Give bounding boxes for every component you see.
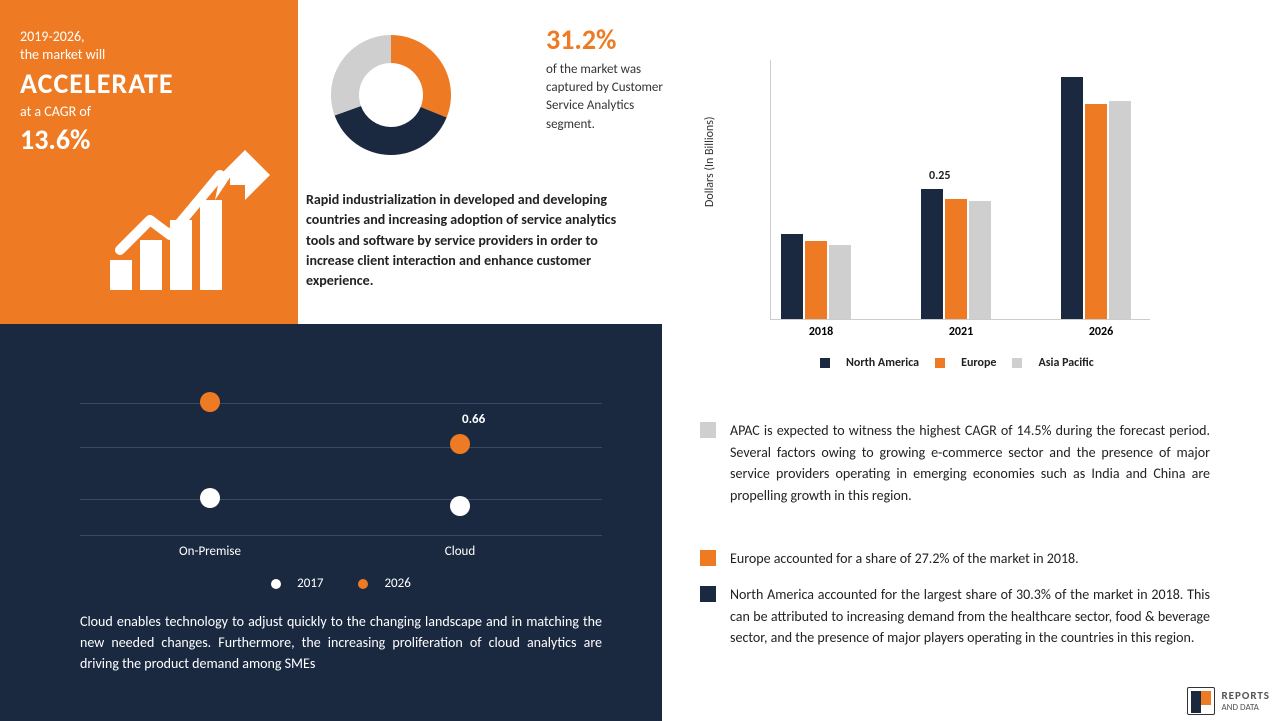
legend-2026: 2026 [384, 576, 410, 591]
apac-text: APAC is expected to witness the highest … [730, 422, 1210, 504]
donut-section: 31.2% of the market was captured by Cust… [298, 0, 662, 324]
na-marker [700, 586, 716, 602]
europe-text: Europe accounted for a share of 27.2% of… [730, 550, 1079, 567]
na-text: North America accounted for the largest … [730, 586, 1210, 646]
region-europe: Europe accounted for a share of 27.2% of… [730, 548, 1210, 570]
accelerate-heading: ACCELERATE [20, 66, 278, 101]
legend-2017: 2017 [297, 576, 323, 591]
reports-and-data-logo: REPORTS AND DATA [1187, 687, 1270, 715]
logo-icon [1187, 687, 1215, 715]
logo-text-1: REPORTS [1221, 689, 1270, 702]
region-apac: APAC is expected to witness the highest … [730, 420, 1210, 507]
lollipop-legend: 2017 2026 [80, 576, 602, 591]
europe-marker [700, 550, 716, 566]
region-na: North America accounted for the largest … [730, 584, 1210, 649]
market-will-text: the market will [20, 46, 278, 64]
cagr-highlight-box: 2019-2026, the market will ACCELERATE at… [0, 0, 298, 324]
regional-bar-chart: Dollars (In Billions) 2018202120260.25 N… [730, 40, 1170, 370]
bar-plot-area: 2018202120260.25 [770, 60, 1150, 320]
growth-arrow-icon [100, 150, 280, 300]
period-text: 2019-2026, [20, 28, 278, 46]
donut-chart [326, 30, 456, 160]
bar-legend: North AmericaEuropeAsia Pacific [820, 356, 1110, 370]
donut-stat: 31.2% of the market was captured by Cust… [546, 22, 666, 134]
legend-dot-2026 [358, 579, 368, 589]
legend-dot-2017 [271, 579, 281, 589]
donut-description: of the market was captured by Customer S… [546, 61, 666, 134]
logo-text-2: AND DATA [1221, 702, 1270, 713]
cloud-paragraph: Cloud enables technology to adjust quick… [80, 611, 602, 674]
apac-marker [700, 422, 716, 438]
cagr-label: at a CAGR of [20, 103, 278, 120]
lollipop-chart: 0.66On-PremiseCloud [80, 364, 602, 534]
right-panel: Dollars (In Billions) 2018202120260.25 N… [680, 0, 1260, 721]
deployment-panel: 0.66On-PremiseCloud 2017 2026 Cloud enab… [0, 324, 662, 721]
donut-paragraph: Rapid industrialization in developed and… [306, 190, 646, 291]
left-panel: 2019-2026, the market will ACCELERATE at… [0, 0, 662, 721]
bar-y-axis-label: Dollars (In Billions) [703, 116, 717, 207]
donut-percentage: 31.2% [546, 22, 666, 57]
